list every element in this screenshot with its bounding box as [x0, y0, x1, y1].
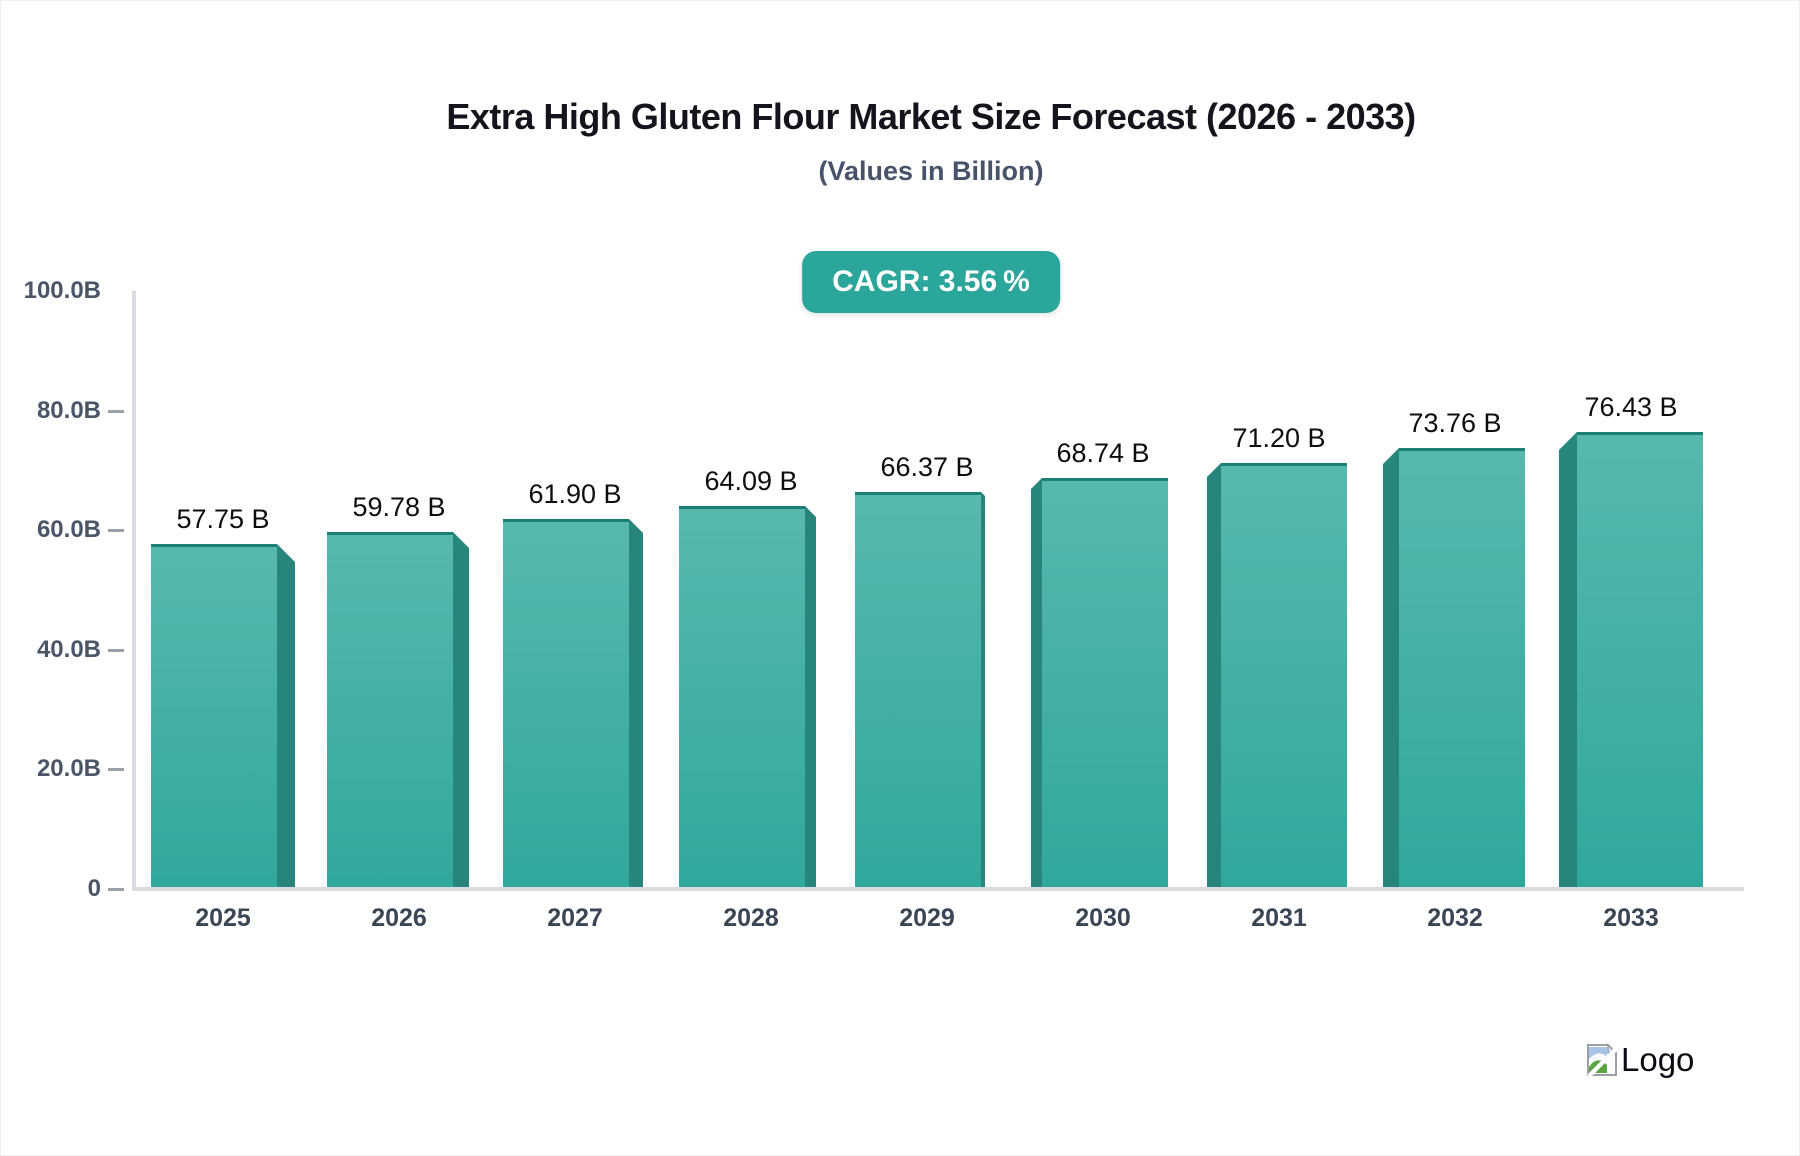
bar-top-edge	[1042, 478, 1168, 481]
y-tick-80: 80.0B	[36, 396, 101, 424]
bar-side-face	[1383, 448, 1399, 889]
chart-subtitle: (Values in Billion)	[818, 156, 1044, 186]
bar-front-face	[1399, 448, 1525, 889]
bar-top-edge	[855, 492, 981, 495]
bar-2025	[151, 544, 295, 889]
bar-side-face	[629, 519, 643, 889]
x-tick-2033: 2033	[1603, 904, 1659, 932]
bar-side-face	[453, 532, 469, 889]
bar-value-label-2025: 57.75 B	[176, 504, 270, 534]
bar-front-face	[1042, 478, 1168, 889]
bar-2031	[1207, 463, 1347, 889]
x-tick-2025: 2025	[195, 904, 251, 932]
y-tick-dash-60	[108, 529, 124, 533]
bar-value-label-2028: 64.09 B	[704, 466, 798, 496]
bar-2028	[679, 506, 816, 889]
bar-front-face	[151, 544, 277, 889]
bar-top-edge	[1399, 448, 1525, 451]
bar-2033	[1559, 432, 1703, 889]
bar-value-label-2027: 61.90 B	[528, 479, 622, 509]
y-tick-60: 60.0B	[36, 516, 101, 544]
bar-value-label-2030: 68.74 B	[1056, 438, 1150, 468]
cagr-badge: CAGR: 3.56 %	[802, 251, 1060, 313]
bar-side-face	[805, 506, 816, 889]
bar-top-edge	[679, 506, 805, 509]
bar-side-face	[1031, 478, 1042, 889]
x-axis-line	[132, 887, 1744, 891]
bar-front-face	[1577, 432, 1703, 889]
bar-2029	[855, 492, 985, 889]
y-tick-dash-20	[108, 768, 124, 772]
y-tick-dash-80	[108, 409, 124, 413]
bar-top-edge	[1577, 432, 1703, 435]
bar-front-face	[1221, 463, 1347, 889]
bar-2026	[327, 532, 469, 889]
bar-value-label-2029: 66.37 B	[880, 452, 974, 482]
bar-2027	[503, 519, 643, 889]
bar-side-face	[277, 544, 295, 889]
bar-side-face	[1207, 463, 1221, 889]
bar-top-edge	[1221, 463, 1347, 466]
bar-2030	[1031, 478, 1168, 889]
y-tick-20: 20.0B	[36, 755, 101, 783]
bar-front-face	[855, 492, 981, 889]
y-tick-0: 0	[87, 875, 101, 902]
logo-alt-text: Logo	[1621, 1041, 1695, 1078]
x-tick-2028: 2028	[723, 904, 779, 932]
bar-top-edge	[327, 532, 453, 535]
bar-top-edge	[503, 519, 629, 522]
bar-value-label-2031: 71.20 B	[1232, 423, 1326, 453]
bar-front-face	[679, 506, 805, 889]
y-tick-100: 100.0B	[23, 277, 101, 304]
x-tick-2030: 2030	[1075, 904, 1131, 932]
broken-image-icon	[1587, 1043, 1618, 1077]
chart-header: Extra High Gluten Flour Market Size Fore…	[61, 1, 1799, 187]
bar-front-face	[327, 532, 453, 889]
bar-side-face	[981, 492, 985, 889]
y-tick-dash-40	[108, 648, 124, 652]
footer-logo: Logo	[1585, 1041, 1694, 1079]
bar-value-label-2033: 76.43 B	[1584, 392, 1678, 422]
x-tick-2026: 2026	[371, 904, 427, 932]
x-tick-2032: 2032	[1427, 904, 1483, 932]
x-tick-2027: 2027	[547, 904, 603, 932]
bar-value-label-2032: 73.76 B	[1408, 408, 1502, 438]
y-axis-line	[132, 291, 136, 891]
y-tick-dash-0	[108, 888, 124, 891]
x-tick-2029: 2029	[899, 904, 955, 932]
y-tick-40: 40.0B	[36, 635, 101, 663]
chart-title: Extra High Gluten Flour Market Size Fore…	[446, 96, 1416, 137]
bar-side-face	[1559, 432, 1577, 889]
bar-top-edge	[151, 544, 277, 547]
bar-front-face	[503, 519, 629, 889]
bar-value-label-2026: 59.78 B	[352, 492, 446, 522]
x-tick-2031: 2031	[1251, 904, 1307, 932]
bar-2032	[1383, 448, 1525, 889]
